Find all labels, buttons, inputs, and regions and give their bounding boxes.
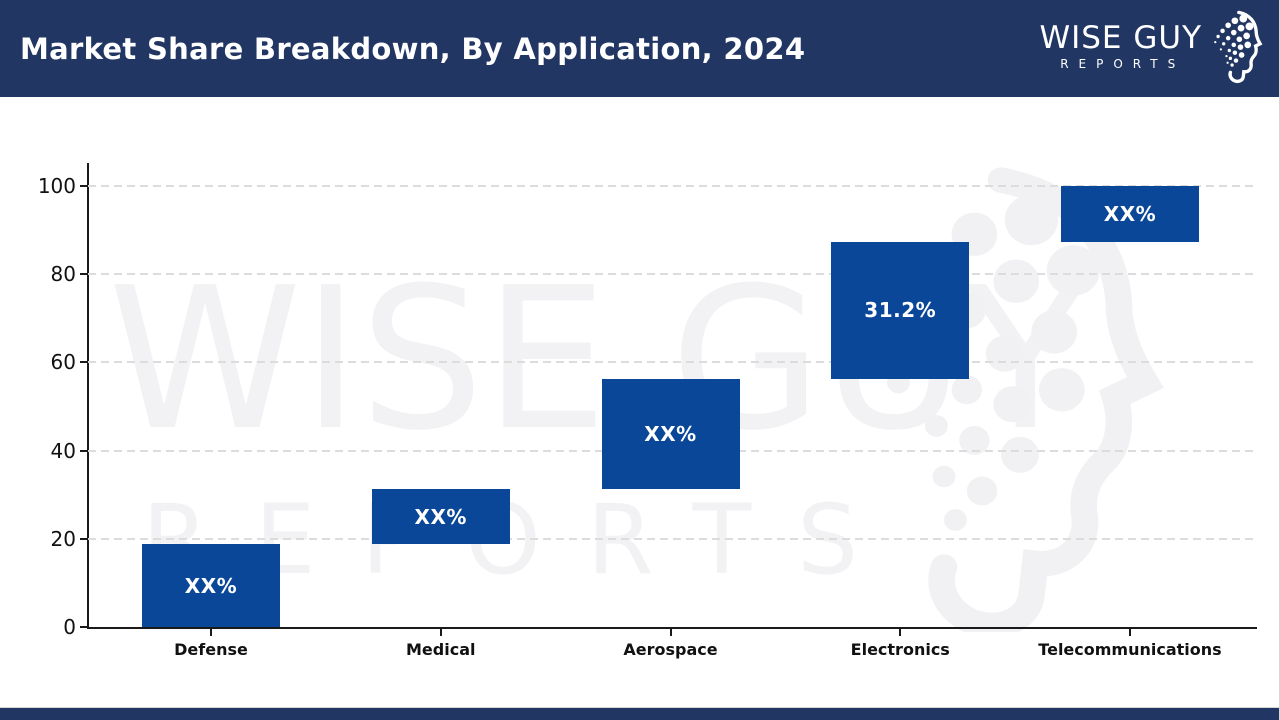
x-category-label: Defense [174, 640, 248, 659]
y-gridline [88, 537, 1255, 540]
bar-value-label: XX% [644, 422, 697, 447]
y-axis-tick-label: 80 [50, 262, 76, 287]
y-axis-tick-label: 0 [63, 615, 76, 639]
bar-telecommunications: XX% [1061, 186, 1199, 242]
logo-reports-text: REPORTS [1060, 56, 1186, 71]
x-axis-spine [87, 627, 1257, 629]
bar-medical: XX% [371, 489, 510, 545]
x-axis-tick [210, 629, 212, 636]
y-axis-tick [80, 361, 88, 364]
header-banner: Market Share Breakdown, By Application, … [0, 0, 1280, 97]
wise-guy-head-icon [1214, 10, 1263, 84]
y-axis-tick-label: 100 [37, 174, 76, 198]
bar-value-label: XX% [414, 504, 467, 529]
x-category-label: Aerospace [623, 640, 718, 659]
x-category-label: Electronics [850, 640, 950, 659]
bar-value-label: 31.2% [864, 298, 937, 323]
y-axis-tick [80, 273, 88, 276]
y-axis-tick-label: 60 [50, 350, 76, 375]
bar-defense: XX% [142, 544, 280, 627]
bar-value-label: XX% [184, 573, 238, 598]
x-category-label: Medical [406, 640, 476, 659]
y-axis-tick [80, 537, 88, 540]
x-category-label: Telecommunications [1038, 640, 1222, 659]
y-axis-spine [87, 163, 89, 629]
bar-electronics: 31.2% [831, 241, 970, 380]
logo-wordmark: WISE GUY REPORTS [1039, 21, 1202, 70]
bar-value-label: XX% [1103, 201, 1157, 226]
chart-banner-title: Market Share Breakdown, By Application, … [20, 31, 806, 66]
bar-aerospace: XX% [601, 379, 740, 490]
footer-strip [0, 707, 1280, 720]
y-axis-tick [80, 626, 88, 628]
y-axis-tick-label: 40 [50, 438, 76, 463]
x-axis-tick [1129, 629, 1131, 636]
y-axis-tick [80, 449, 88, 452]
x-axis-tick [439, 629, 442, 636]
logo-wise-guy-text: WISE GUY [1039, 20, 1202, 57]
wise-guy-logo: WISE GUY REPORTS [1039, 8, 1264, 84]
y-axis-tick [80, 185, 88, 187]
y-gridline [88, 273, 1255, 276]
x-axis-tick [899, 629, 902, 636]
y-gridline [88, 185, 1255, 187]
y-gridline [88, 361, 1255, 364]
x-axis-tick [669, 629, 672, 636]
y-axis-tick-label: 20 [50, 526, 76, 551]
